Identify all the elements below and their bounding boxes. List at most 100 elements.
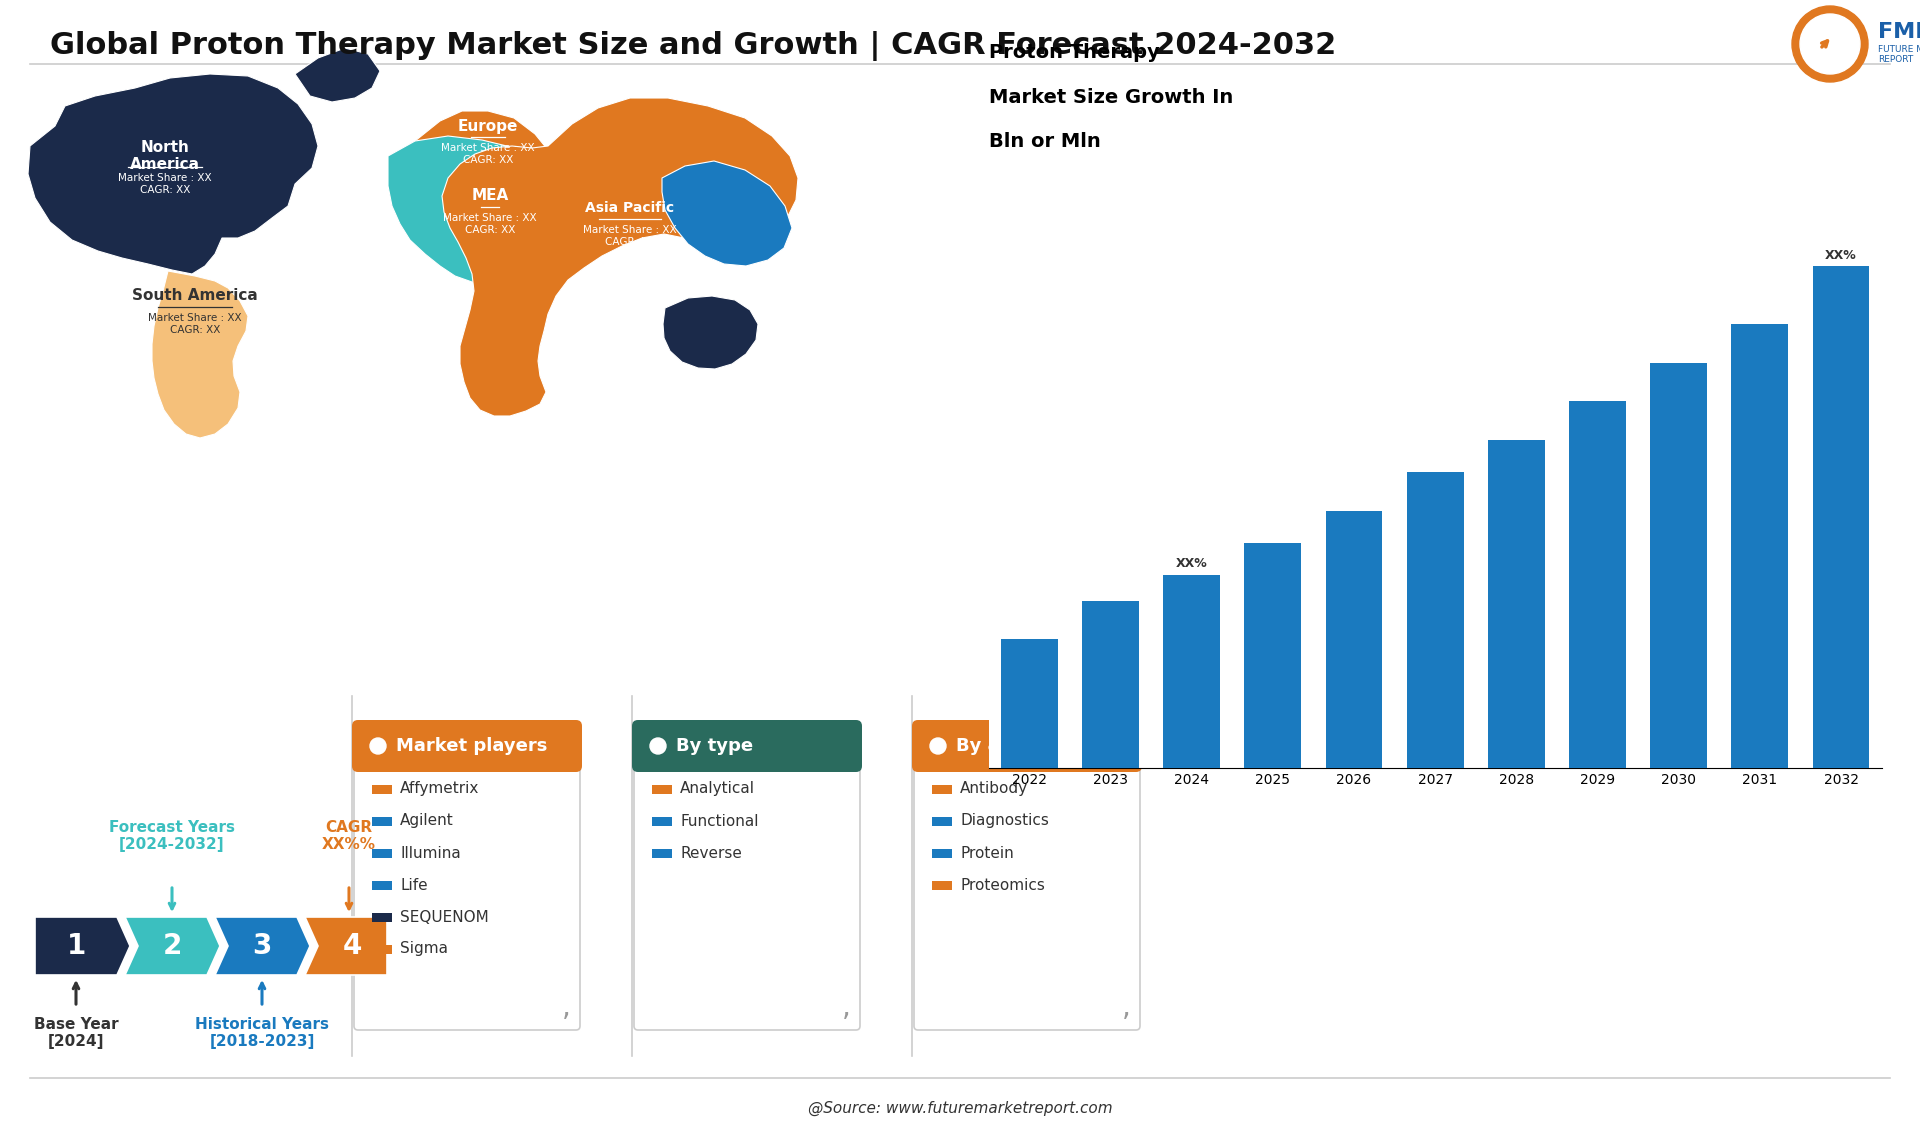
Text: Sigma: Sigma bbox=[399, 942, 447, 957]
Bar bbox=[1812, 266, 1870, 768]
Text: CAGR: XX: CAGR: XX bbox=[140, 185, 190, 195]
FancyBboxPatch shape bbox=[912, 720, 1142, 772]
Polygon shape bbox=[442, 99, 799, 416]
FancyBboxPatch shape bbox=[632, 720, 862, 772]
Polygon shape bbox=[305, 917, 388, 975]
Text: CAGR: XX: CAGR: XX bbox=[169, 325, 221, 335]
Text: Global Proton Therapy Market Size and Growth | CAGR Forecast 2024-2032: Global Proton Therapy Market Size and Gr… bbox=[50, 31, 1336, 61]
Circle shape bbox=[1801, 14, 1860, 74]
Text: Functional: Functional bbox=[680, 814, 758, 829]
Bar bbox=[1325, 511, 1382, 768]
Text: Market Share : XX: Market Share : XX bbox=[444, 213, 538, 223]
Text: CAGR: XX: CAGR: XX bbox=[463, 155, 513, 165]
Text: Affymetrix: Affymetrix bbox=[399, 782, 480, 796]
Polygon shape bbox=[215, 917, 309, 975]
Bar bbox=[1164, 575, 1219, 768]
Polygon shape bbox=[125, 917, 221, 975]
FancyBboxPatch shape bbox=[372, 945, 392, 953]
Text: Illumina: Illumina bbox=[399, 846, 461, 861]
Text: REPORT: REPORT bbox=[1878, 55, 1912, 63]
Text: FMR: FMR bbox=[1878, 22, 1920, 42]
Text: SEQUENOM: SEQUENOM bbox=[399, 910, 490, 925]
Text: By type: By type bbox=[676, 737, 753, 755]
Polygon shape bbox=[388, 136, 578, 284]
Bar bbox=[1083, 601, 1139, 768]
Text: Diagnostics: Diagnostics bbox=[960, 814, 1048, 829]
Text: ,: , bbox=[841, 994, 851, 1022]
Text: FUTURE MARKET: FUTURE MARKET bbox=[1878, 45, 1920, 54]
Text: @Source: www.futuremarketreport.com: @Source: www.futuremarketreport.com bbox=[808, 1100, 1112, 1115]
Text: Protein: Protein bbox=[960, 846, 1014, 861]
Text: South America: South America bbox=[132, 289, 257, 304]
Bar bbox=[1407, 472, 1463, 768]
Text: Market Share : XX: Market Share : XX bbox=[148, 313, 242, 323]
Text: By application: By application bbox=[956, 737, 1100, 755]
FancyBboxPatch shape bbox=[372, 913, 392, 923]
FancyBboxPatch shape bbox=[634, 762, 860, 1030]
Text: Proton Therapy: Proton Therapy bbox=[989, 42, 1160, 62]
Text: Analytical: Analytical bbox=[680, 782, 755, 796]
Text: 2: 2 bbox=[163, 932, 182, 960]
FancyBboxPatch shape bbox=[372, 785, 392, 794]
Polygon shape bbox=[662, 296, 758, 369]
Bar bbox=[1244, 543, 1302, 768]
Text: Forecast Years
[2024-2032]: Forecast Years [2024-2032] bbox=[109, 819, 234, 851]
Text: North
America: North America bbox=[131, 140, 200, 172]
Text: Europe: Europe bbox=[457, 118, 518, 133]
Bar bbox=[1651, 363, 1707, 768]
Text: 3: 3 bbox=[252, 932, 273, 960]
FancyBboxPatch shape bbox=[653, 849, 672, 858]
Polygon shape bbox=[152, 270, 248, 438]
Text: Antibody: Antibody bbox=[960, 782, 1027, 796]
Text: ,: , bbox=[1121, 994, 1131, 1022]
Bar bbox=[1000, 639, 1058, 768]
FancyBboxPatch shape bbox=[653, 817, 672, 826]
Bar bbox=[1569, 401, 1626, 768]
Text: CAGR
XX%%: CAGR XX%% bbox=[323, 819, 376, 851]
FancyBboxPatch shape bbox=[931, 849, 952, 858]
Polygon shape bbox=[662, 160, 791, 266]
Text: 1: 1 bbox=[67, 932, 86, 960]
Bar bbox=[1488, 440, 1546, 768]
Text: Market players: Market players bbox=[396, 737, 547, 755]
FancyBboxPatch shape bbox=[372, 881, 392, 890]
Text: Market Size Growth In: Market Size Growth In bbox=[989, 87, 1233, 107]
FancyBboxPatch shape bbox=[372, 817, 392, 826]
Text: Life: Life bbox=[399, 878, 428, 893]
Polygon shape bbox=[396, 148, 428, 178]
Circle shape bbox=[651, 738, 666, 754]
Text: Reverse: Reverse bbox=[680, 846, 741, 861]
Text: Base Year
[2024]: Base Year [2024] bbox=[35, 1017, 119, 1050]
FancyBboxPatch shape bbox=[931, 785, 952, 794]
Circle shape bbox=[929, 738, 947, 754]
Text: Market Share : XX: Market Share : XX bbox=[442, 143, 536, 154]
FancyBboxPatch shape bbox=[931, 881, 952, 890]
Text: ,: , bbox=[561, 994, 570, 1022]
FancyBboxPatch shape bbox=[914, 762, 1140, 1030]
Text: Market Share : XX: Market Share : XX bbox=[119, 173, 211, 183]
FancyBboxPatch shape bbox=[372, 849, 392, 858]
Polygon shape bbox=[29, 74, 319, 274]
Text: Asia Pacific: Asia Pacific bbox=[586, 201, 674, 215]
Text: Bln or Mln: Bln or Mln bbox=[989, 133, 1100, 151]
Text: CAGR: XX: CAGR: XX bbox=[605, 237, 655, 248]
Circle shape bbox=[371, 738, 386, 754]
Text: Agilent: Agilent bbox=[399, 814, 453, 829]
FancyBboxPatch shape bbox=[653, 785, 672, 794]
Text: CAGR: XX: CAGR: XX bbox=[465, 225, 515, 235]
Text: Proteomics: Proteomics bbox=[960, 878, 1044, 893]
Polygon shape bbox=[415, 111, 549, 206]
FancyBboxPatch shape bbox=[351, 720, 582, 772]
Text: XX%: XX% bbox=[1826, 249, 1857, 261]
Polygon shape bbox=[296, 48, 380, 102]
FancyBboxPatch shape bbox=[931, 817, 952, 826]
FancyBboxPatch shape bbox=[353, 762, 580, 1030]
Polygon shape bbox=[35, 917, 131, 975]
Bar bbox=[1732, 324, 1788, 768]
Text: MEA: MEA bbox=[472, 188, 509, 204]
Text: Market Share : XX: Market Share : XX bbox=[584, 225, 678, 235]
Text: 4: 4 bbox=[342, 932, 361, 960]
Circle shape bbox=[1791, 6, 1868, 83]
Text: XX%: XX% bbox=[1175, 557, 1208, 571]
Text: Historical Years
[2018-2023]: Historical Years [2018-2023] bbox=[196, 1017, 328, 1050]
